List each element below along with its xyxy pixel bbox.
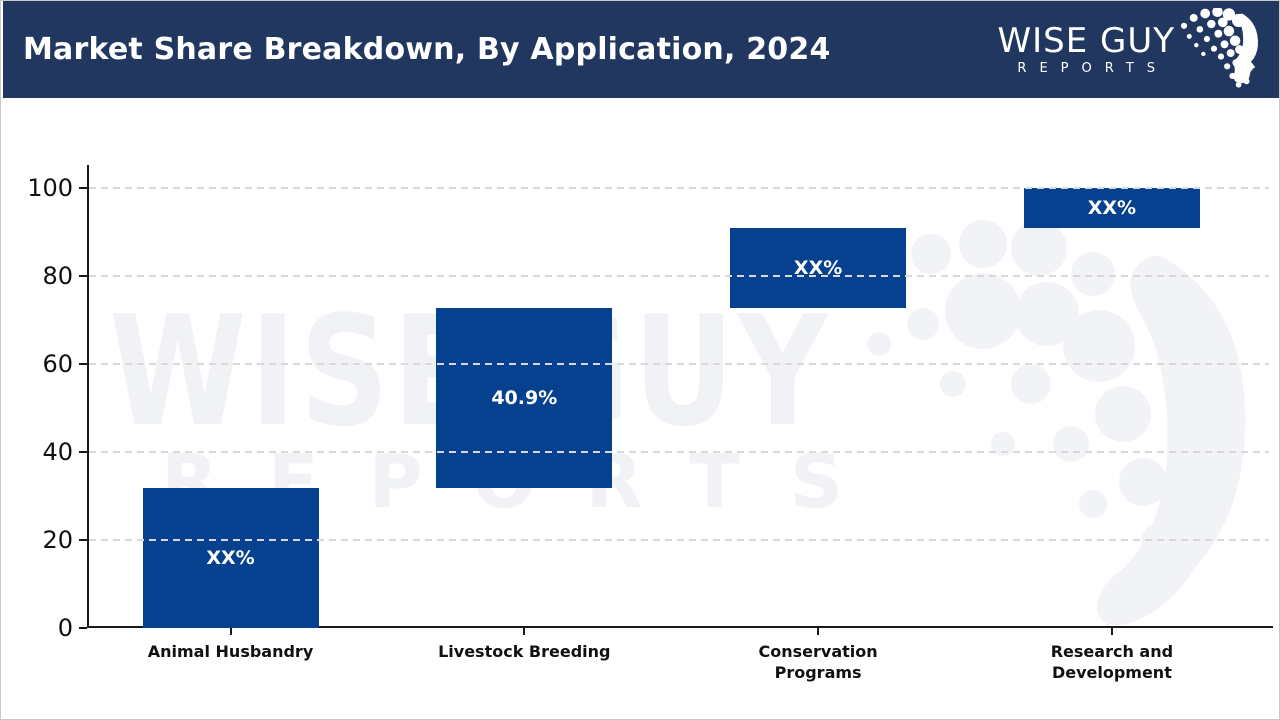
y-tick-mark-0 [79,627,87,629]
y-tick-mark-40 [79,451,87,453]
y-tick-mark-20 [79,539,87,541]
bar-value-label: XX% [793,257,843,280]
bar-segment: XX% [730,228,907,309]
dotted-head-icon [1180,7,1259,88]
logo-name-bottom: REPORTS [1017,61,1169,76]
y-tick-label: 40 [42,438,73,466]
logo-name-top: WISE GUY [997,21,1175,61]
bar-value-label: 40.9% [491,387,558,410]
x-tick-mark [1110,628,1113,635]
x-tick-mark [229,628,232,635]
bar-segment: XX% [1023,188,1200,229]
bar-segment: XX% [142,488,319,628]
logo-text: WISE GUY REPORTS [997,24,1175,75]
y-tick-mark-60 [79,363,87,365]
y-axis-spine [87,165,89,628]
y-tick-label: 0 [57,614,73,642]
category-label: Conservation Programs [758,642,878,682]
watermark-dotted-head [850,220,1246,626]
y-tick-mark-100 [79,187,87,189]
gridline-20 [89,539,1269,541]
gridline-100 [89,187,1269,189]
page-title: Market Share Breakdown, By Application, … [23,32,831,67]
x-axis-spine [87,626,1273,628]
y-tick-label: 60 [42,350,73,378]
bar-value-label: XX% [1087,197,1137,220]
x-tick-mark [523,628,526,635]
y-tick-mark-80 [79,275,87,277]
category-label: Livestock Breeding [438,642,611,661]
gridline-60 [89,363,1269,365]
gridline-80 [89,275,1269,277]
category-label: Animal Husbandry [147,642,314,661]
category-label: Research and Development [1050,642,1174,682]
bar-value-label: XX% [206,547,255,570]
header-band: Market Share Breakdown, By Application, … [3,1,1279,98]
wise-guy-logo: WISE GUY REPORTS [997,7,1279,92]
y-tick-label: 80 [42,262,73,290]
gridline-40 [89,451,1269,453]
y-tick-label: 20 [42,526,73,554]
x-tick-mark [817,628,820,635]
y-tick-label: 100 [27,174,73,202]
bar-segment: 40.9% [436,308,613,489]
